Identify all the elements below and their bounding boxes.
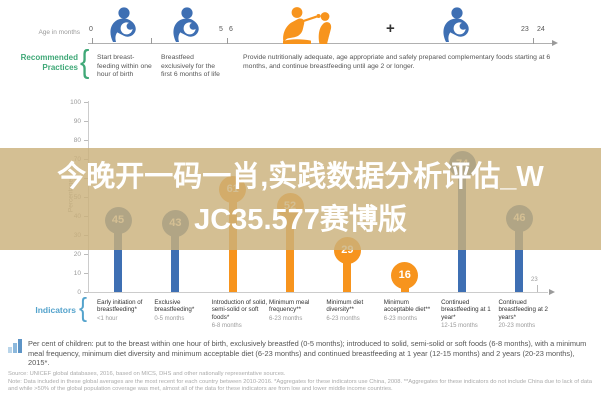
complementary-feeding-icon	[283, 7, 332, 44]
timeline-tick	[92, 38, 93, 44]
breastfeeding-mother-icon	[110, 7, 136, 42]
timeline-tick	[151, 38, 152, 44]
recommended-brace: {	[80, 43, 90, 80]
indicator-age-range: 0-5 months	[154, 315, 185, 322]
indicator-item: Minimum acceptable diet** 6-23 months	[384, 299, 440, 322]
y-axis-tick-label: 0	[77, 288, 81, 296]
indicator-item: Introduction of solid, semi-solid or sof…	[212, 299, 268, 329]
indicator-name: Minimum meal frequency**	[269, 299, 310, 314]
banner-text-line2: JC35.577赛博版	[194, 204, 407, 236]
x-axis-end-tick	[537, 285, 538, 292]
indicator-name: Minimum acceptable diet**	[383, 299, 431, 314]
source-note: Source: UNICEF global databases, 2016, b…	[8, 371, 286, 377]
y-axis-tick-label: 20	[73, 250, 81, 258]
lollipop-stem	[515, 218, 524, 292]
indicator-age-range: 6-23 months	[326, 315, 360, 322]
breastfeeding-mother-icon	[173, 7, 199, 42]
overlay-banner: 今晚开一码一肖,实践数据分析评估_W JC35.577赛博版	[0, 148, 601, 250]
timeline-arrow-icon	[552, 40, 558, 46]
indicator-age-range: 20-23 months	[498, 323, 536, 330]
indicator-name: Introduction of solid, semi-solid or sof…	[211, 299, 268, 321]
value-label: 16	[398, 268, 411, 281]
indicator-item: Minimum diet diversity** 6-23 months	[326, 299, 382, 322]
y-axis-tick	[84, 273, 88, 274]
y-axis-tick	[84, 292, 88, 293]
indicator-item: Early initiation of breastfeeding* <1 hou…	[97, 299, 153, 322]
bar-chart-icon	[8, 339, 23, 353]
indicator-name: Continued breastfeeding at 2 years*	[498, 299, 548, 321]
breastfeeding-mother-icon	[443, 7, 469, 42]
x-axis-arrow-icon	[549, 289, 555, 295]
indicator-age-range: 6-23 months	[383, 315, 418, 322]
timeline-tick-label: 23	[521, 26, 529, 33]
indicator-item: Minimum meal frequency** 6-23 months	[269, 299, 325, 322]
x-axis-end-label: 23	[531, 277, 538, 283]
lollipop-stem	[343, 250, 352, 292]
y-axis-tick-label: 80	[73, 136, 81, 144]
y-axis-tick	[84, 254, 88, 255]
x-axis-line	[88, 292, 548, 293]
y-axis-tick	[84, 102, 88, 103]
indicator-age-range: 6-8 months	[211, 323, 242, 330]
recommended-practices-title: Recommended Practices	[20, 53, 78, 72]
indicator-age-range: <1 hour	[97, 315, 118, 322]
indicator-name: Early initiation of breastfeeding*	[97, 299, 143, 314]
age-axis-label: Age in months	[38, 29, 80, 36]
indicator-age-range: 12-15 months	[441, 323, 478, 330]
practice-text: Start breast-feeding within one hour of …	[97, 54, 152, 79]
indicators-brace: {	[79, 293, 88, 324]
indicator-item: Exclusive breastfeeding* 0-5 months	[154, 299, 210, 322]
timeline-tick-label: 5	[219, 26, 223, 33]
indicator-name: Continued breastfeeding at 1 year*	[441, 299, 491, 321]
y-axis-tick	[84, 121, 88, 122]
indicator-name: Minimum diet diversity**	[326, 299, 364, 314]
indicator-item: Continued breastfeeding at 2 years* 20-23…	[498, 299, 554, 329]
methodology-note: Note: Data included in these global aver…	[8, 379, 592, 392]
practice-text: Breastfeed exclusively for the first 6 m…	[161, 54, 220, 79]
plus-sign: +	[386, 20, 395, 37]
value-bubble: 16	[391, 261, 419, 289]
y-axis-tick-label: 100	[70, 98, 81, 106]
indicators-title: Indicators	[35, 305, 76, 315]
timeline-tick	[533, 38, 534, 44]
indicator-item: Continued breastfeeding at 1 year* 12-15 …	[441, 299, 497, 329]
banner-text-line1: 今晚开一码一肖,实践数据分析评估_W	[57, 161, 544, 193]
chart-description: Per cent of children: put to the breast …	[28, 339, 587, 368]
y-axis-tick-label: 10	[73, 269, 81, 277]
lollipop-stem	[171, 223, 180, 292]
timeline-tick-label: 0	[89, 26, 93, 33]
practice-text: Provide nutritionally adequate, age appr…	[243, 54, 551, 70]
lollipop-stem	[114, 220, 122, 292]
timeline-tick-label: 6	[229, 26, 233, 33]
y-axis-tick	[84, 140, 88, 141]
timeline-tick	[227, 38, 228, 44]
timeline-tick-label: 24	[537, 26, 545, 33]
indicator-name: Exclusive breastfeeding*	[154, 299, 195, 314]
indicator-age-range: 6-23 months	[269, 315, 303, 322]
y-axis-tick-label: 90	[73, 117, 81, 125]
